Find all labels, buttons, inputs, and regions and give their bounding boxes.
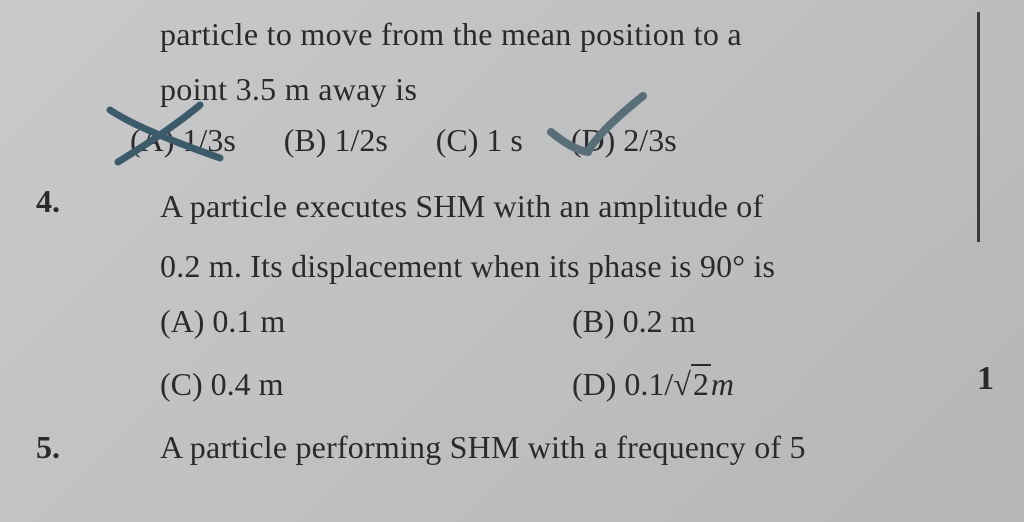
q4-text-line2: 0.2 m. Its displacement when its phase i… [160, 243, 984, 289]
q3-option-b: (B) 1/2s [284, 122, 388, 159]
q3-text-line1: particle to move from the mean position … [160, 12, 984, 57]
q4-number: 4. [30, 183, 100, 220]
question-3-fragment: particle to move from the mean position … [30, 12, 984, 159]
q5-number: 5. [30, 429, 100, 466]
q3-option-b-label: (B) 1/2s [284, 122, 388, 158]
q3-option-d-label: (D) 2/3s [571, 122, 677, 158]
q4-option-d-prefix: (D) 0.1/ [572, 366, 673, 402]
q4-body: A particle executes SHM with an amplitud… [100, 183, 984, 404]
page-content: 1 particle to move from the mean positio… [30, 12, 984, 466]
q4-option-c: (C) 0.4 m [160, 366, 572, 403]
q3-option-d: (D) 2/3s [571, 122, 677, 159]
q3-option-a-label: (A) 1/3s [130, 122, 236, 158]
sqrt-icon: √2 [673, 366, 711, 403]
q4-option-d: (D) 0.1/√2m [572, 366, 984, 403]
margin-page-number: 1 [977, 360, 994, 398]
q4-option-d-suffix: m [711, 366, 734, 402]
q4-options: (A) 0.1 m (B) 0.2 m (C) 0.4 m (D) 0.1/√2… [160, 303, 984, 403]
question-4: 4. A particle executes SHM with an ampli… [30, 183, 984, 404]
q3-text-line2: point 3.5 m away is [160, 67, 984, 112]
q4-text-line1: A particle executes SHM with an amplitud… [160, 183, 984, 229]
q4-option-b: (B) 0.2 m [572, 303, 984, 340]
q4-option-d-radicand: 2 [691, 364, 711, 402]
q3-option-c: (C) 1 s [436, 122, 523, 159]
q5-text: A particle performing SHM with a frequen… [160, 429, 984, 466]
page-border-right [977, 12, 980, 242]
q3-options: (A) 1/3s (B) 1/2s (C) 1 s (D) 2/3s [130, 122, 984, 159]
q3-option-c-label: (C) 1 s [436, 122, 523, 158]
q3-option-a: (A) 1/3s [130, 122, 236, 159]
question-5-fragment: 5. A particle performing SHM with a freq… [30, 429, 984, 466]
q4-option-a: (A) 0.1 m [160, 303, 572, 340]
